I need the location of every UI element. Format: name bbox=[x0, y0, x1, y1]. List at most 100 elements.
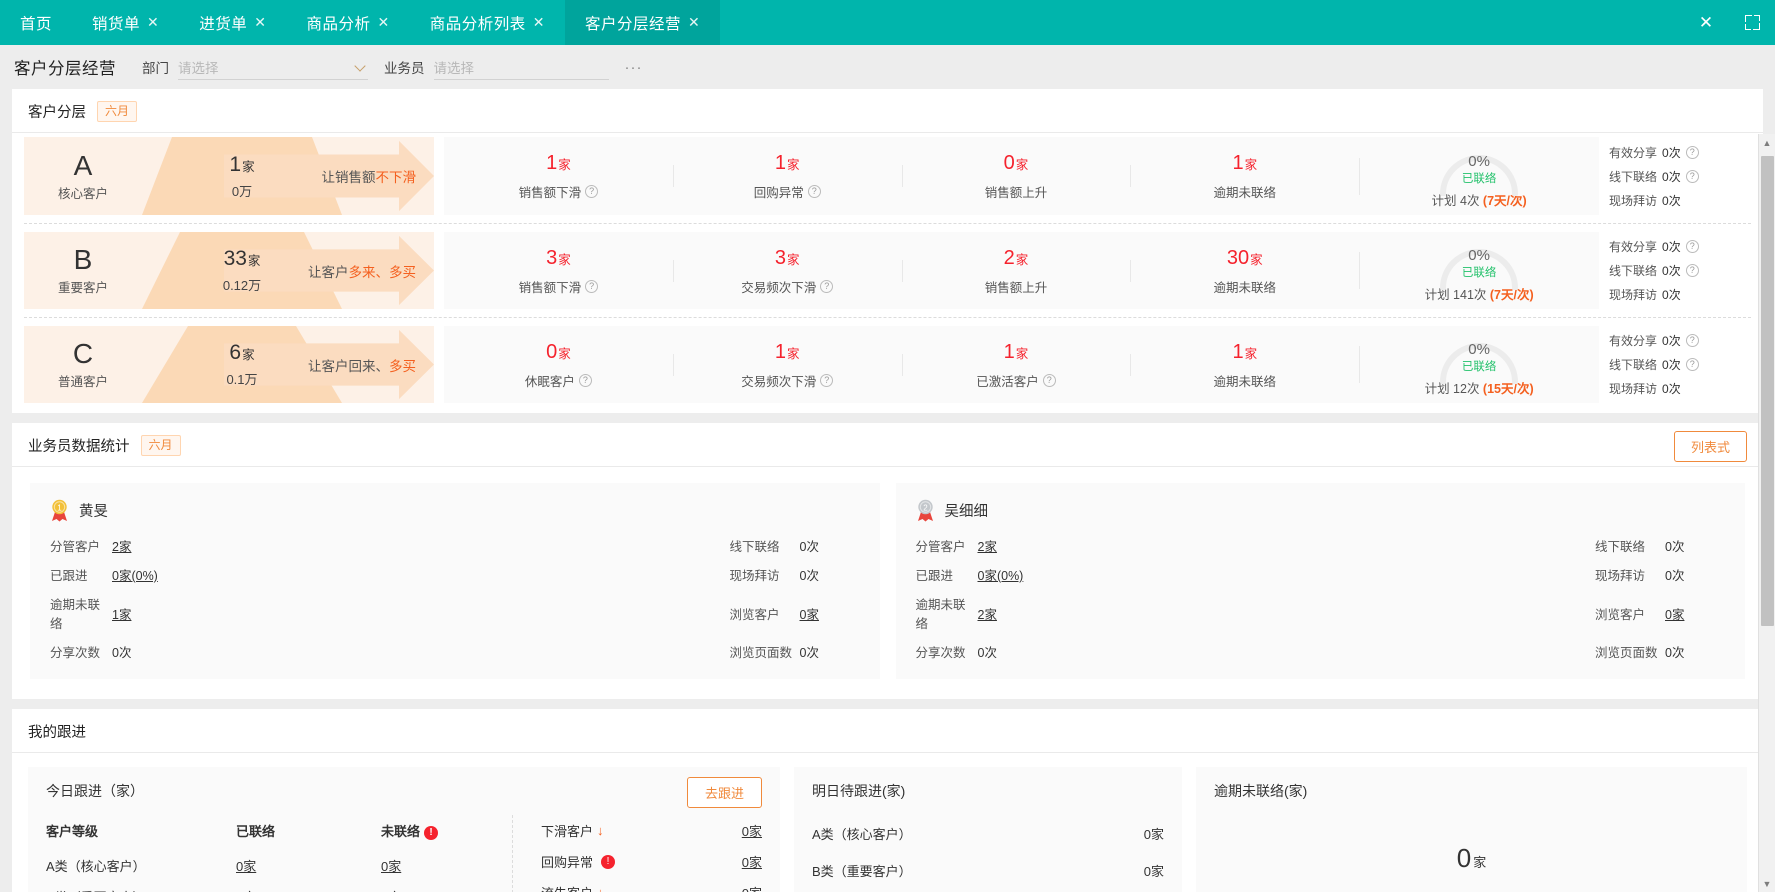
tier-metric[interactable]: 1家 已激活客户? bbox=[901, 340, 1131, 390]
gauge-text: 0% 已联络 bbox=[1436, 247, 1522, 280]
tab-product-analysis-list[interactable]: 商品分析列表 ✕ bbox=[410, 0, 565, 45]
list-view-button[interactable]: 列表式 bbox=[1673, 431, 1747, 462]
tier-metric[interactable]: 3家 销售额下滑? bbox=[444, 246, 673, 296]
tier-metric[interactable]: 30家 逾期未联络 bbox=[1130, 246, 1359, 296]
more-filters-button[interactable]: ··· bbox=[624, 58, 643, 76]
tier-figures: 33家 0.12万 bbox=[142, 247, 342, 294]
alert-value[interactable]: 0家 bbox=[741, 824, 762, 839]
close-icon[interactable]: ✕ bbox=[532, 14, 546, 30]
staff-kv-value[interactable]: 2家 bbox=[977, 607, 997, 622]
tier-contact-gauge-cell[interactable]: 0% 已联络 计划 141次 (7天/次) bbox=[1359, 238, 1599, 303]
close-icon[interactable]: ✕ bbox=[377, 14, 390, 30]
alert-row: 下滑客户 ↓ 0家 bbox=[541, 815, 762, 846]
window-close-button[interactable]: ✕ bbox=[1698, 12, 1714, 32]
scrollbar-thumb[interactable] bbox=[1761, 156, 1774, 626]
tier-metric[interactable]: 1家 逾期未联络 bbox=[1130, 151, 1359, 201]
row-uncontacted[interactable]: 0家 bbox=[381, 859, 402, 874]
tier-metric[interactable]: 2家 销售额上升 bbox=[901, 246, 1131, 296]
tab-sales-order[interactable]: 销货单 ✕ bbox=[72, 0, 179, 45]
tier-amount: 0万 bbox=[231, 183, 253, 199]
row-contacted[interactable]: 0家 bbox=[236, 859, 257, 874]
help-icon[interactable]: ? bbox=[1685, 169, 1699, 183]
staff-kv-value[interactable]: 0家(0%) bbox=[112, 569, 158, 583]
staff-stats-card: 业务员数据统计 六月 列表式 1 黄旻 分管客户 2家 线下联络 0次 已跟进 bbox=[12, 423, 1763, 699]
tomorrow-value: 0家 bbox=[1143, 827, 1164, 842]
help-icon[interactable]: ? bbox=[585, 279, 599, 293]
tier-metric[interactable]: 0家 休眠客户? bbox=[444, 340, 673, 390]
metric-label: 逾期未联络 bbox=[1213, 280, 1277, 295]
tab-label: 销货单 bbox=[92, 15, 141, 33]
help-icon[interactable]: ? bbox=[807, 185, 821, 198]
vertical-scrollbar[interactable]: ▲ ▼ bbox=[1758, 134, 1775, 892]
staff-kv-value[interactable]: 0家(0%) bbox=[977, 569, 1024, 583]
help-icon[interactable]: ? bbox=[1685, 240, 1699, 253]
month-badge[interactable]: 六月 bbox=[140, 435, 181, 456]
tomorrow-value: 0家 bbox=[1143, 864, 1164, 879]
tier-side-stats: 有效分享 0次 ? 线下联络 0次 ? 现场拜访 0次 bbox=[1599, 326, 1751, 403]
side-stat-value: 0次 bbox=[1662, 358, 1681, 372]
tier-metric[interactable]: 1家 逾期未联络 bbox=[1130, 340, 1359, 390]
side-stat-label: 有效分享 bbox=[1609, 240, 1658, 254]
metric-label: 逾期未联络 bbox=[1213, 186, 1277, 200]
row-uncontacted[interactable]: 0家 bbox=[381, 881, 512, 892]
tier-metric[interactable]: 1家 交易频次下滑? bbox=[672, 340, 902, 390]
tab-customer-tiering[interactable]: 客户分层经营 ✕ bbox=[565, 0, 721, 45]
help-icon[interactable]: ? bbox=[820, 279, 834, 293]
salesperson-select[interactable]: 请选择 bbox=[433, 54, 609, 80]
side-stat-value: 0次 bbox=[1662, 240, 1681, 254]
tier-contact-gauge-cell[interactable]: 0% 已联络 计划 12次 (15天/次) bbox=[1359, 332, 1599, 397]
side-stat-value: 0次 bbox=[1662, 169, 1681, 184]
tab-home[interactable]: 首页 bbox=[0, 0, 72, 45]
tab-label: 客户分层经营 bbox=[585, 15, 682, 33]
customer-tier-header: 客户分层 六月 bbox=[12, 89, 1763, 133]
help-icon[interactable]: ? bbox=[1685, 358, 1699, 371]
close-icon[interactable]: ✕ bbox=[688, 14, 701, 30]
help-icon[interactable]: ? bbox=[820, 373, 834, 387]
metric-value: 30家 bbox=[1226, 246, 1263, 269]
help-icon[interactable]: ? bbox=[1042, 373, 1056, 387]
tier-metric[interactable]: 0家 销售额上升 bbox=[901, 151, 1131, 201]
close-icon[interactable]: ✕ bbox=[147, 14, 160, 30]
tier-metric[interactable]: 1家 回购异常? bbox=[672, 151, 902, 201]
staff-kv-value[interactable]: 0家 bbox=[799, 607, 819, 622]
staff-kv-value[interactable]: 2家 bbox=[977, 540, 997, 554]
tier-metric[interactable]: 1家 销售额下滑? bbox=[444, 151, 673, 201]
close-icon[interactable]: ✕ bbox=[254, 14, 267, 30]
staff-kv-value[interactable]: 0家 bbox=[1665, 607, 1685, 622]
help-icon[interactable]: ? bbox=[1685, 334, 1699, 347]
alert-value[interactable]: 0家 bbox=[742, 883, 762, 892]
help-icon[interactable]: ? bbox=[578, 373, 592, 387]
table-row: A类（核心客户） 0家 0家 bbox=[46, 850, 512, 881]
month-badge[interactable]: 六月 bbox=[97, 101, 138, 122]
help-icon[interactable]: ? bbox=[1685, 264, 1699, 277]
gauge-percent: 0% bbox=[1468, 247, 1490, 264]
scroll-up-arrow-icon[interactable]: ▲ bbox=[1762, 137, 1772, 148]
tier-metric[interactable]: 3家 交易频次下滑? bbox=[672, 246, 902, 296]
tab-purchase-order[interactable]: 进货单 ✕ bbox=[179, 0, 286, 45]
go-followup-button[interactable]: 去跟进 bbox=[686, 777, 762, 808]
dept-select[interactable]: 请选择 bbox=[178, 54, 368, 80]
staff-kv-value: 0次 bbox=[1665, 540, 1685, 554]
help-icon[interactable]: ? bbox=[585, 185, 599, 198]
alert-value[interactable]: 0家 bbox=[741, 855, 762, 870]
tomorrow-followup-panel: 明日待跟进(家) A类（核心客户） 0家 B类（重要客户） 0家 C类（普通客户… bbox=[794, 767, 1182, 892]
tab-product-analysis[interactable]: 商品分析 ✕ bbox=[287, 0, 410, 45]
row-grade: B类（重要客户） bbox=[46, 881, 236, 892]
side-stat-value: 0次 bbox=[1662, 334, 1681, 348]
scroll-down-arrow-icon[interactable]: ▼ bbox=[1762, 878, 1772, 889]
tier-contact-gauge-cell[interactable]: 0% 已联络 计划 4次 (7天/次) bbox=[1359, 144, 1599, 209]
staff-kv-value[interactable]: 1家 bbox=[112, 607, 132, 622]
staff-stats-header: 业务员数据统计 六月 列表式 bbox=[12, 423, 1763, 467]
alert-label: 下滑客户 ↓ bbox=[541, 823, 604, 839]
tomorrow-grade: A类（核心客户） bbox=[812, 827, 912, 842]
staff-name: 黄旻 bbox=[79, 504, 108, 520]
funnel-arrow bbox=[224, 232, 434, 309]
side-stat-label: 现场拜访 bbox=[1609, 382, 1658, 396]
col-contacted: 已联络 bbox=[236, 824, 276, 839]
staff-kv-value[interactable]: 2家 bbox=[112, 540, 132, 554]
window-maximize-button[interactable] bbox=[1729, 0, 1775, 45]
row-contacted[interactable]: 0家 bbox=[236, 881, 381, 892]
help-icon[interactable]: ? bbox=[1685, 145, 1699, 159]
staff-kv-value: 0次 bbox=[112, 646, 132, 660]
